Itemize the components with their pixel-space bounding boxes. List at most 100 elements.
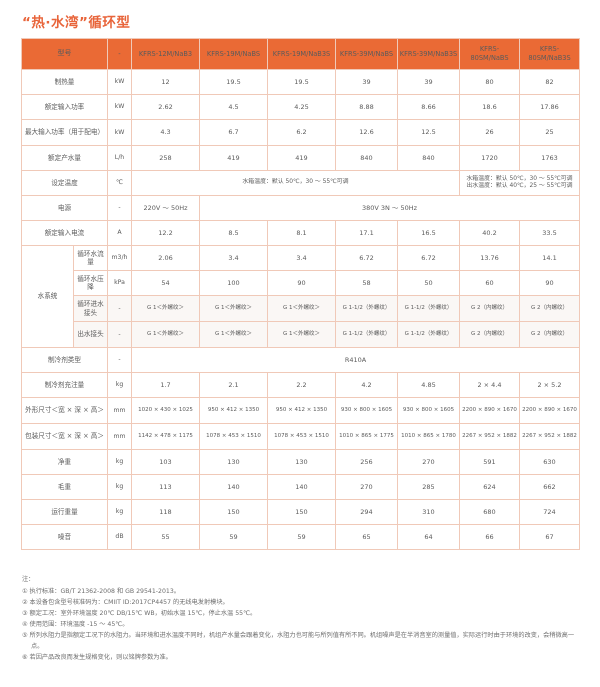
header-model-2: KFRS-19M/NaBS <box>199 38 268 70</box>
cell-value: 17.1 <box>335 220 398 246</box>
note-item: ① 执行标准：GB/T 21362-2008 和 GB 29541-2013。 <box>22 587 180 595</box>
cell-value: 60 <box>459 270 520 296</box>
row-unit: kPa <box>107 270 132 296</box>
row-unit: A <box>107 220 132 246</box>
notes-heading: 注： <box>22 576 35 583</box>
cell-value: 6.72 <box>397 245 460 271</box>
cell-value: 64 <box>397 524 460 550</box>
cell-value: 13.76 <box>459 245 520 271</box>
row-label: 循环进水接头 <box>73 295 108 322</box>
cell-value: 950 × 412 × 1350 <box>199 397 268 424</box>
row-outer-dimensions: 外形尺寸＜宽 × 深 × 高＞ mm 1020 × 430 × 1025 950… <box>21 397 580 424</box>
row-max-input-power: 最大输入功率（用于配电） kW 4.3 6.7 6.2 12.6 12.5 26… <box>21 119 580 146</box>
row-label: 循环水压降 <box>73 270 108 296</box>
cell-value: 6.72 <box>335 245 398 271</box>
cell-value: 2.06 <box>131 245 200 271</box>
row-unit: L/h <box>107 145 132 171</box>
cell-value: 950 × 412 × 1350 <box>267 397 336 424</box>
row-unit: - <box>107 321 132 348</box>
cell-value: 140 <box>199 474 268 500</box>
row-unit: kW <box>107 119 132 146</box>
cell-value: G 2（内螺纹） <box>459 295 520 322</box>
cell-value: 113 <box>131 474 200 500</box>
row-unit: m3/h <box>107 245 132 271</box>
cell-value: 1078 × 453 × 1510 <box>267 423 336 450</box>
row-gross-weight: 毛重 kg 113 140 140 270 285 624 662 <box>21 474 580 500</box>
cell-value: 930 × 800 × 1605 <box>335 397 398 424</box>
row-label: 运行重量 <box>21 499 108 525</box>
cell-value: 591 <box>459 449 520 475</box>
row-label: 设定温度 <box>21 170 108 196</box>
cell-power-three-phase: 380V 3N ～ 50Hz <box>199 195 580 221</box>
cell-value: 1010 × 865 × 1775 <box>335 423 398 450</box>
row-label: 毛重 <box>21 474 108 500</box>
cell-value: G 2（内螺纹） <box>519 321 580 348</box>
cell-value: 8.66 <box>397 94 460 120</box>
cell-value: 680 <box>459 499 520 525</box>
cell-value: 82 <box>519 69 580 95</box>
cell-value: G 1＜外螺纹＞ <box>199 295 268 322</box>
row-rated-water-output: 额定产水量 L/h 258 419 419 840 840 1720 1763 <box>21 145 580 171</box>
header-row: 型号 - KFRS-12M/NaB3 KFRS-19M/NaBS KFRS-19… <box>21 38 580 70</box>
cell-value: 40.2 <box>459 220 520 246</box>
cell-value: G 1＜外螺纹＞ <box>267 321 336 348</box>
row-label: 噪音 <box>21 524 108 550</box>
row-heating-capacity: 制热量 kW 12 19.5 19.5 39 39 80 82 <box>21 69 580 95</box>
cell-power-single-phase: 220V ～ 50Hz <box>131 195 200 221</box>
cell-value: 1720 <box>459 145 520 171</box>
row-unit: dB <box>107 524 132 550</box>
row-power-supply: 电源 - 220V ～ 50Hz 380V 3N ～ 50Hz <box>21 195 580 221</box>
row-unit: - <box>107 347 132 373</box>
header-model-7: KFRS-80SM/NaB3S <box>519 38 580 70</box>
cell-value: 4.25 <box>267 94 336 120</box>
cell-value: 103 <box>131 449 200 475</box>
cell-value: 840 <box>335 145 398 171</box>
cell-value: 19.5 <box>267 69 336 95</box>
cell-value: 2.62 <box>131 94 200 120</box>
row-unit: mm <box>107 397 132 424</box>
row-unit: kW <box>107 69 132 95</box>
row-label: 制冷剂类型 <box>21 347 108 373</box>
row-circulating-flow: 水系统 循环水流量 m3/h 2.06 3.4 3.4 6.72 6.72 13… <box>21 245 580 348</box>
cell-value: 1142 × 478 × 1175 <box>131 423 200 450</box>
cell-value: 1078 × 453 × 1510 <box>199 423 268 450</box>
cell-value: 12 <box>131 69 200 95</box>
cell-value: 90 <box>267 270 336 296</box>
note-item: ② 本设备包含型号核准码为：CMIIT ID:2017CP4457 的无线电发射… <box>22 598 229 606</box>
cell-value: 19.5 <box>199 69 268 95</box>
row-label: 净重 <box>21 449 108 475</box>
cell-value: 270 <box>397 449 460 475</box>
cell-value: 2 × 4.4 <box>459 372 520 398</box>
row-unit: kg <box>107 449 132 475</box>
cell-value: 150 <box>199 499 268 525</box>
cell-value: 256 <box>335 449 398 475</box>
cell-value: 16.5 <box>397 220 460 246</box>
set-temp-tank-line: 水箱温度：默认 50℃，30 ～ 55℃可调 <box>466 175 573 182</box>
header-model-label: 型号 <box>21 38 108 70</box>
row-label: 循环水流量 <box>73 245 108 271</box>
row-unit: kg <box>107 499 132 525</box>
row-unit: mm <box>107 423 132 450</box>
row-noise: 噪音 dB 55 59 59 65 64 66 67 <box>21 524 580 550</box>
cell-value: 4.3 <box>131 119 200 146</box>
page-title: “热·水湾”循环型 <box>22 15 131 31</box>
row-label: 最大输入功率（用于配电） <box>21 119 108 146</box>
cell-value: 18.6 <box>459 94 520 120</box>
cell-value: 26 <box>459 119 520 146</box>
cell-set-temp-left: 水箱温度：默认 50℃，30 ～ 55℃可调 <box>131 170 460 196</box>
cell-value: 118 <box>131 499 200 525</box>
cell-value: 55 <box>131 524 200 550</box>
cell-value: G 1-1/2（外螺纹） <box>397 295 460 322</box>
cell-value: 54 <box>131 270 200 296</box>
cell-value: 59 <box>267 524 336 550</box>
cell-value: 630 <box>519 449 580 475</box>
row-unit: kW <box>107 94 132 120</box>
cell-value: G 1-1/2（外螺纹） <box>335 295 398 322</box>
cell-value: 419 <box>199 145 268 171</box>
cell-value: 4.5 <box>199 94 268 120</box>
header-unit-label: - <box>107 38 132 70</box>
row-unit: kg <box>107 372 132 398</box>
cell-value: 12.6 <box>335 119 398 146</box>
cell-value: 3.4 <box>199 245 268 271</box>
